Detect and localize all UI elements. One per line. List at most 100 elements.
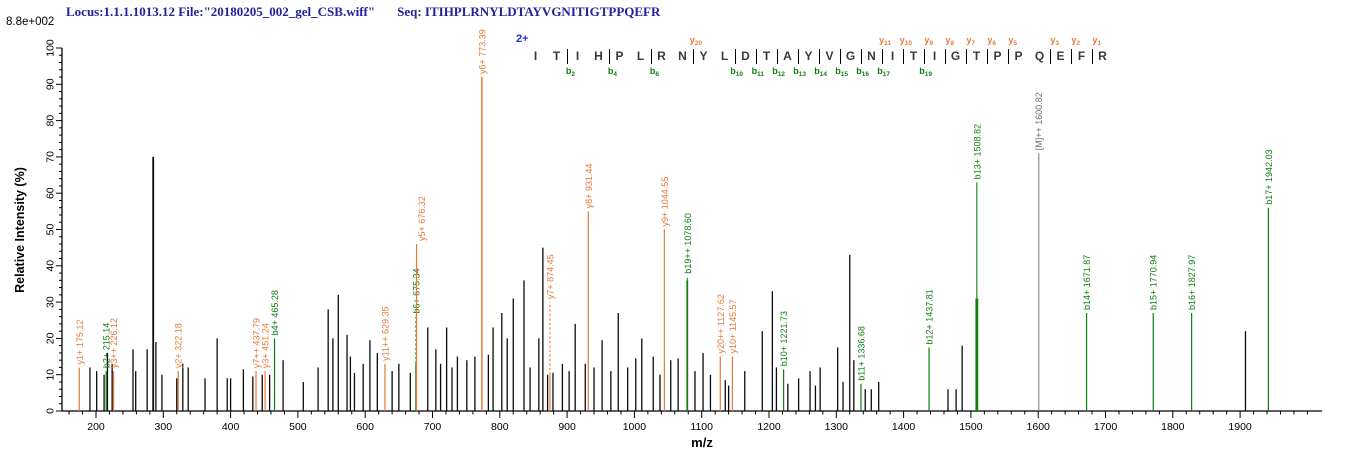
x-tick-label: 900 <box>558 421 576 433</box>
x-tick-label: 800 <box>491 421 509 433</box>
residue: P <box>615 49 624 63</box>
y-ion-ladder-label: y1 <box>1092 35 1101 47</box>
y-tick-label: 20 <box>45 332 57 344</box>
y-tick-label: 70 <box>45 151 57 163</box>
ion-peak-label: b17+ 1942.03 <box>1264 149 1274 204</box>
y-tick-label: 60 <box>45 187 57 199</box>
b-ion-ladder-label: b11 <box>751 66 764 78</box>
ion-peak-label: y9+ 1044.55 <box>660 177 670 227</box>
y-tick-label: 80 <box>45 115 57 127</box>
y-ion-ladder-label: y7 <box>966 35 975 47</box>
b-ion-ladder-label: b15 <box>835 66 848 78</box>
x-tick-label: 1300 <box>825 421 849 433</box>
ion-peak-label: y6+ 773.39 <box>477 29 487 74</box>
fragment-boundary-tick <box>840 49 841 64</box>
x-tick-label: 200 <box>87 421 105 433</box>
ion-peak-label: b10+ 1221.73 <box>779 311 789 366</box>
x-tick-label: 1400 <box>892 421 916 433</box>
residue: R <box>1098 49 1107 63</box>
fragment-boundary-tick <box>1050 49 1051 64</box>
fragment-boundary-tick <box>882 49 883 64</box>
y-tick-label: 40 <box>45 260 57 272</box>
x-tick-label: 1600 <box>1027 421 1051 433</box>
y-ion-ladder-label: y10 <box>899 35 912 47</box>
fragment-boundary-tick <box>777 49 778 64</box>
b-ion-ladder-label: b16 <box>856 66 869 78</box>
fragment-boundary-tick <box>861 49 862 64</box>
precursor-charge-label: 2+ <box>516 33 529 45</box>
residue: P <box>1014 49 1023 63</box>
x-tick-label: 1500 <box>959 421 983 433</box>
y-tick-label: 90 <box>45 78 57 90</box>
fragment-boundary-tick <box>609 49 610 64</box>
ion-peak-label: b19++ 1078.60 <box>683 213 693 274</box>
fragment-boundary-tick <box>567 49 568 64</box>
ion-peak-label: y7+ 874.45 <box>545 254 555 299</box>
ion-peak-label: y7++ 437.79 <box>252 318 262 368</box>
y-ion-ladder-label: y6 <box>987 35 996 47</box>
fragment-boundary-tick <box>924 49 925 64</box>
b-ion-ladder-label: b2 <box>565 66 575 78</box>
b-ion-ladder-label: b4 <box>607 66 617 78</box>
y-ion-ladder-label: y20 <box>689 35 702 47</box>
y-ion-ladder-label: y3 <box>1050 35 1059 47</box>
ion-peak-label: y2+ 322.18 <box>174 323 184 368</box>
header-bar: Locus:1.1.1.1013.12 File:"20180205_002_g… <box>66 4 660 20</box>
ion-peak-label: b11+ 1336.68 <box>856 326 866 381</box>
y-ion-ladder-label: y2 <box>1071 35 1080 47</box>
b-ion-ladder-label: b6 <box>649 66 659 78</box>
ion-peak-label: b16+ 1827.97 <box>1187 255 1197 310</box>
b-ion-ladder-label: b12 <box>772 66 785 78</box>
y-ion-ladder-label: y5 <box>1008 35 1017 47</box>
residue: Y <box>699 49 708 63</box>
residue: I <box>575 49 580 63</box>
ion-peak-label: b15+ 1770.94 <box>1149 255 1159 310</box>
x-tick-label: 600 <box>356 421 374 433</box>
locus-file-label: Locus:1.1.1.1013.12 File:"20180205_002_g… <box>66 4 376 19</box>
y-ion-ladder-label: y9 <box>924 35 933 47</box>
ion-peak-label: b13+ 1508.82 <box>972 124 982 179</box>
fragment-boundary-tick <box>966 49 967 64</box>
x-tick-label: 1200 <box>757 421 781 433</box>
x-tick-label: 500 <box>289 421 307 433</box>
ion-peak-label: y8+ 931.44 <box>584 164 594 209</box>
x-tick-label: 1100 <box>690 421 713 433</box>
b-ion-ladder-label: b19 <box>919 66 932 78</box>
y-ion-ladder-label: y8 <box>945 35 954 47</box>
ion-peak-label: [M]++ 1600.82 <box>1034 92 1044 150</box>
fragment-boundary-tick <box>819 49 820 64</box>
y-tick-label: 30 <box>45 296 57 308</box>
x-tick-label: 1900 <box>1228 421 1252 433</box>
fragment-boundary-tick <box>651 49 652 64</box>
x-tick-label: 1000 <box>623 421 647 433</box>
residue: I <box>533 49 538 63</box>
x-tick-label: 700 <box>424 421 442 433</box>
y-tick-label: 10 <box>45 369 57 381</box>
residue: R <box>657 49 666 63</box>
sequence-label: Seq: ITIHPLRNYLDTAYVGNITIGTPPQEFR <box>397 4 661 19</box>
ion-peak-label: y11++ 629.35 <box>380 306 390 360</box>
fragment-boundary-tick <box>735 49 736 64</box>
y-ion-ladder-label: y11 <box>879 35 891 47</box>
fragment-boundary-tick <box>1008 49 1009 64</box>
ion-peak-label: y20++ 1127.62 <box>716 294 726 353</box>
ion-peak-label: y1+ 175.12 <box>75 320 85 365</box>
